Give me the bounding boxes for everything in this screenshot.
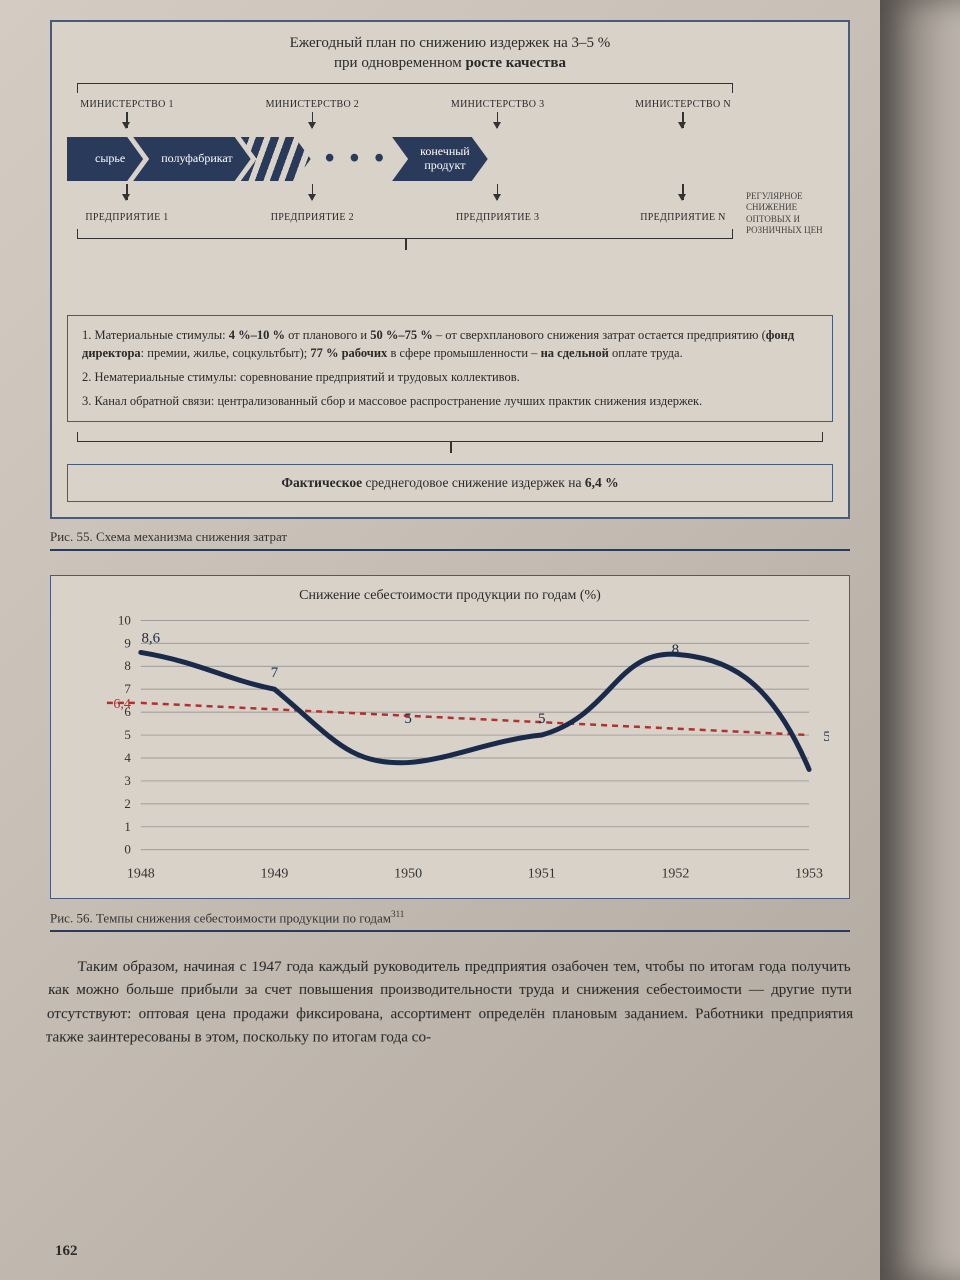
fig55-title-l1: Ежегодный план по снижению издержек на 3… <box>290 35 611 51</box>
svg-text:5: 5 <box>124 727 130 742</box>
bracket-to-result <box>77 432 823 442</box>
enterprise-2: ПРЕДПРИЯТИЕ 2 <box>252 212 372 223</box>
svg-text:5: 5 <box>538 711 545 727</box>
fig55-title: Ежегодный план по снижению издержек на 3… <box>67 34 833 73</box>
fig56-chart-box: Снижение себестоимости продукции по года… <box>50 575 850 899</box>
svg-text:9: 9 <box>124 635 130 650</box>
arrow-down-icon <box>312 184 314 200</box>
fig56-chart: 0123456789106,48,67558519481949195019511… <box>71 610 829 890</box>
fig56-caption: Рис. 56. Темпы снижения себестоимости пр… <box>50 909 850 926</box>
svg-text:8: 8 <box>672 642 679 658</box>
svg-text:1948: 1948 <box>127 866 155 881</box>
svg-text:1949: 1949 <box>261 866 289 881</box>
bracket-bottom <box>77 229 733 239</box>
svg-text:10: 10 <box>118 612 131 627</box>
fig55-diagram-box: Ежегодный план по снижению издержек на 3… <box>50 20 850 519</box>
chevron-semi: полуфабрикат <box>133 137 251 181</box>
fig55-result-box: Фактическое среднегодовое снижение издер… <box>67 464 833 502</box>
facing-page-edge <box>880 0 960 1280</box>
book-page: Ежегодный план по снижению издержек на 3… <box>0 0 880 1280</box>
arrow-down-icon <box>682 184 684 200</box>
fig55-title-l2: при одновременном росте качества <box>334 55 566 71</box>
svg-text:5: 5 <box>404 711 411 727</box>
arrow-down-icon <box>126 184 128 200</box>
chevron-final: конечныйпродукт <box>392 137 488 181</box>
chevron-hatched <box>241 137 311 181</box>
arrows-to-chain <box>67 112 743 134</box>
svg-text:6,4: 6,4 <box>113 696 130 711</box>
bracket-top <box>77 83 733 93</box>
svg-text:8: 8 <box>124 658 130 673</box>
stimulus-2: 2. Нематериальные стимулы: соревнование … <box>82 368 818 386</box>
svg-text:1951: 1951 <box>528 866 556 881</box>
svg-text:1: 1 <box>124 818 130 833</box>
enterprise-n: ПРЕДПРИЯТИЕ N <box>623 212 743 223</box>
svg-text:0: 0 <box>124 841 130 856</box>
svg-text:8,6: 8,6 <box>141 630 160 646</box>
ministry-n: МИНИСТЕРСТВО N <box>623 99 743 110</box>
fig56-svg: 0123456789106,48,67558519481949195019511… <box>71 610 829 890</box>
svg-text:5: 5 <box>823 729 829 745</box>
chain-dots: • • • <box>311 143 402 175</box>
ministry-2: МИНИСТЕРСТВО 2 <box>252 99 372 110</box>
arrows-to-enterprises <box>67 184 743 206</box>
arrow-down-icon <box>126 112 128 128</box>
enterprise-1: ПРЕДПРИЯТИЕ 1 <box>67 212 187 223</box>
page-number: 162 <box>55 1243 78 1260</box>
svg-text:7: 7 <box>271 665 279 681</box>
svg-text:1953: 1953 <box>795 866 823 881</box>
ministry-3: МИНИСТЕРСТВО 3 <box>438 99 558 110</box>
svg-text:7: 7 <box>124 681 131 696</box>
divider <box>50 549 850 551</box>
ministry-1: МИНИСТЕРСТВО 1 <box>67 99 187 110</box>
svg-text:4: 4 <box>124 749 131 764</box>
divider <box>50 930 850 932</box>
side-note-prices: РЕГУЛЯРНОЕ СНИЖЕНИЕ ОПТОВЫХ И РОЗНИЧНЫХ … <box>746 191 841 236</box>
svg-text:1952: 1952 <box>661 866 689 881</box>
bracket-tail-icon <box>450 441 452 453</box>
stimulus-3: 3. Канал обратной связи: централизованны… <box>82 392 818 410</box>
arrow-down-icon <box>497 184 499 200</box>
arrow-down-icon <box>682 112 684 128</box>
chevron-raw: сырье <box>67 137 143 181</box>
enterprise-3: ПРЕДПРИЯТИЕ 3 <box>438 212 558 223</box>
arrow-down-icon <box>312 112 314 128</box>
svg-text:1950: 1950 <box>394 866 422 881</box>
process-chain: сырье полуфабрикат • • • конечныйпродукт <box>67 134 743 184</box>
svg-text:3: 3 <box>124 772 130 787</box>
fig55-caption: Рис. 55. Схема механизма снижения затрат <box>50 529 850 545</box>
enterprises-row: ПРЕДПРИЯТИЕ 1 ПРЕДПРИЯТИЕ 2 ПРЕДПРИЯТИЕ … <box>67 206 743 225</box>
body-paragraph: Таким образом, начиная с 1947 года кажды… <box>45 956 855 1050</box>
fig56-title: Снижение себестоимости продукции по года… <box>71 588 829 604</box>
svg-text:2: 2 <box>124 795 130 810</box>
ministries-row: МИНИСТЕРСТВО 1 МИНИСТЕРСТВО 2 МИНИСТЕРСТ… <box>67 93 743 112</box>
fig55-flow: МИНИСТЕРСТВО 1 МИНИСТЕРСТВО 2 МИНИСТЕРСТ… <box>67 83 833 293</box>
stimulus-1: 1. Материальные стимулы: 4 %–10 % от пла… <box>82 326 818 362</box>
arrow-down-icon <box>497 112 499 128</box>
fig55-stimuli-box: 1. Материальные стимулы: 4 %–10 % от пла… <box>67 315 833 422</box>
bracket-tail-icon <box>405 238 407 250</box>
